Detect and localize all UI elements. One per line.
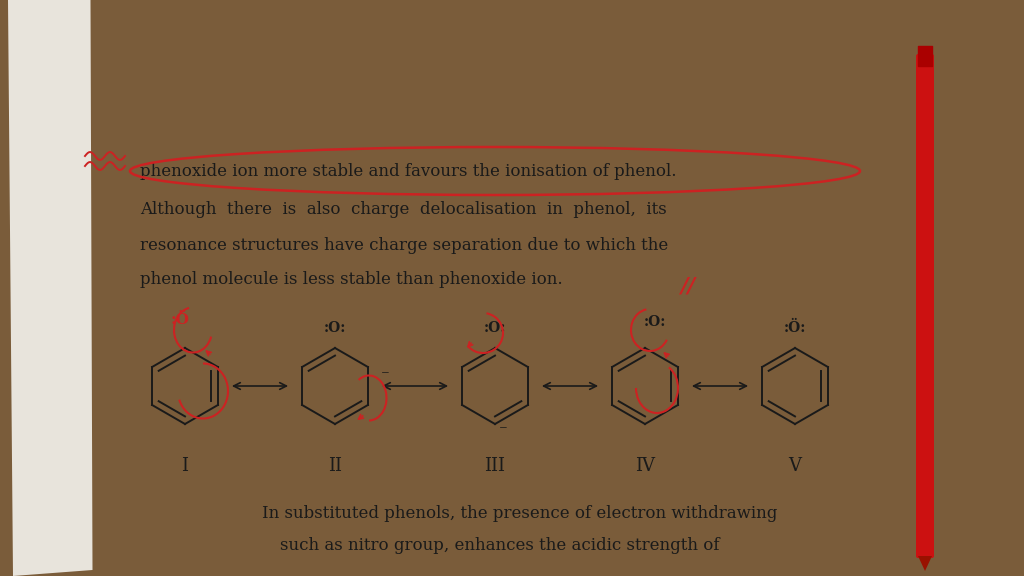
Text: IV: IV <box>635 457 655 475</box>
Text: V: V <box>788 457 802 475</box>
Text: III: III <box>484 457 506 475</box>
Text: //: // <box>680 276 695 296</box>
Text: :Ö:: :Ö: <box>783 321 806 335</box>
Text: Although  there  is  also  charge  delocalisation  in  phenol,  its: Although there is also charge delocalisa… <box>140 202 667 218</box>
Text: ⁻: ⁻ <box>381 367 390 385</box>
FancyBboxPatch shape <box>916 54 934 558</box>
Text: In substituted phenols, the presence of electron withdrawing: In substituted phenols, the presence of … <box>262 506 777 522</box>
Text: :O:: :O: <box>644 315 667 329</box>
Text: such as nitro group, enhances the acidic strength of: such as nitro group, enhances the acidic… <box>281 537 720 555</box>
Text: :Ö: :Ö <box>171 313 189 327</box>
Text: phenol molecule is less stable than phenoxide ion.: phenol molecule is less stable than phen… <box>140 271 562 289</box>
Text: II: II <box>328 457 342 475</box>
Polygon shape <box>918 556 932 571</box>
Text: phenoxide ion more stable and favours the ionisation of phenol.: phenoxide ion more stable and favours th… <box>140 162 677 180</box>
Text: :O:: :O: <box>483 321 506 335</box>
Polygon shape <box>8 0 92 576</box>
Text: I: I <box>181 457 188 475</box>
Text: ⁻: ⁻ <box>499 422 508 440</box>
Text: :O:: :O: <box>324 321 346 335</box>
Text: resonance structures have charge separation due to which the: resonance structures have charge separat… <box>140 237 669 255</box>
